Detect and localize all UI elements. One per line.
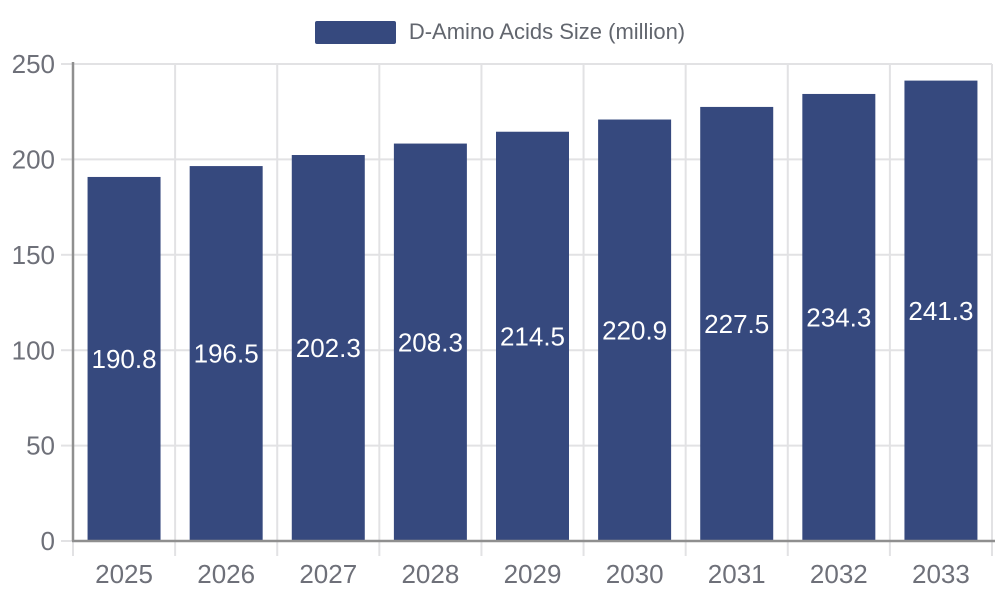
legend-label: D-Amino Acids Size (million): [408, 19, 686, 44]
x-tick-label: 2032: [810, 559, 868, 589]
bar-2033: [904, 80, 978, 541]
bar-2032: [802, 93, 876, 541]
x-tick-label: 2030: [606, 559, 664, 589]
bar-2031: [700, 106, 774, 542]
bar-2030: [598, 119, 672, 541]
y-tick-label: 100: [12, 335, 55, 365]
legend[interactable]: D-Amino Acids Size (million): [0, 20, 1000, 44]
bar-2029: [496, 131, 569, 541]
bar-value-label: 202.3: [296, 333, 361, 363]
x-tick-label: 2027: [299, 559, 357, 589]
y-tick-label: 250: [12, 49, 55, 79]
bar-value-label: 220.9: [602, 315, 667, 345]
y-tick-label: 200: [12, 145, 55, 175]
y-tick-label: 50: [26, 431, 55, 461]
x-tick-label: 2029: [504, 559, 562, 589]
y-tick-label: 150: [12, 240, 55, 270]
bar-value-label: 190.8: [92, 344, 157, 374]
x-tick-label: 2031: [708, 559, 766, 589]
bar-2027: [291, 155, 365, 541]
x-tick-label: 2026: [197, 559, 255, 589]
y-tick-label: 0: [41, 526, 55, 556]
bar-value-label: 208.3: [398, 327, 463, 357]
x-tick-label: 2033: [912, 559, 970, 589]
bar-2028: [393, 143, 467, 541]
bar-value-label: 196.5: [194, 339, 259, 369]
x-tick-label: 2025: [95, 559, 153, 589]
x-tick-label: 2028: [401, 559, 459, 589]
bar-value-label: 234.3: [806, 303, 871, 333]
bar-2026: [189, 166, 263, 541]
bar-value-label: 214.5: [500, 321, 565, 351]
bar-value-label: 227.5: [704, 309, 769, 339]
bar-2025: [87, 176, 161, 541]
bar-value-label: 241.3: [908, 296, 973, 326]
legend-swatch: [314, 20, 396, 44]
